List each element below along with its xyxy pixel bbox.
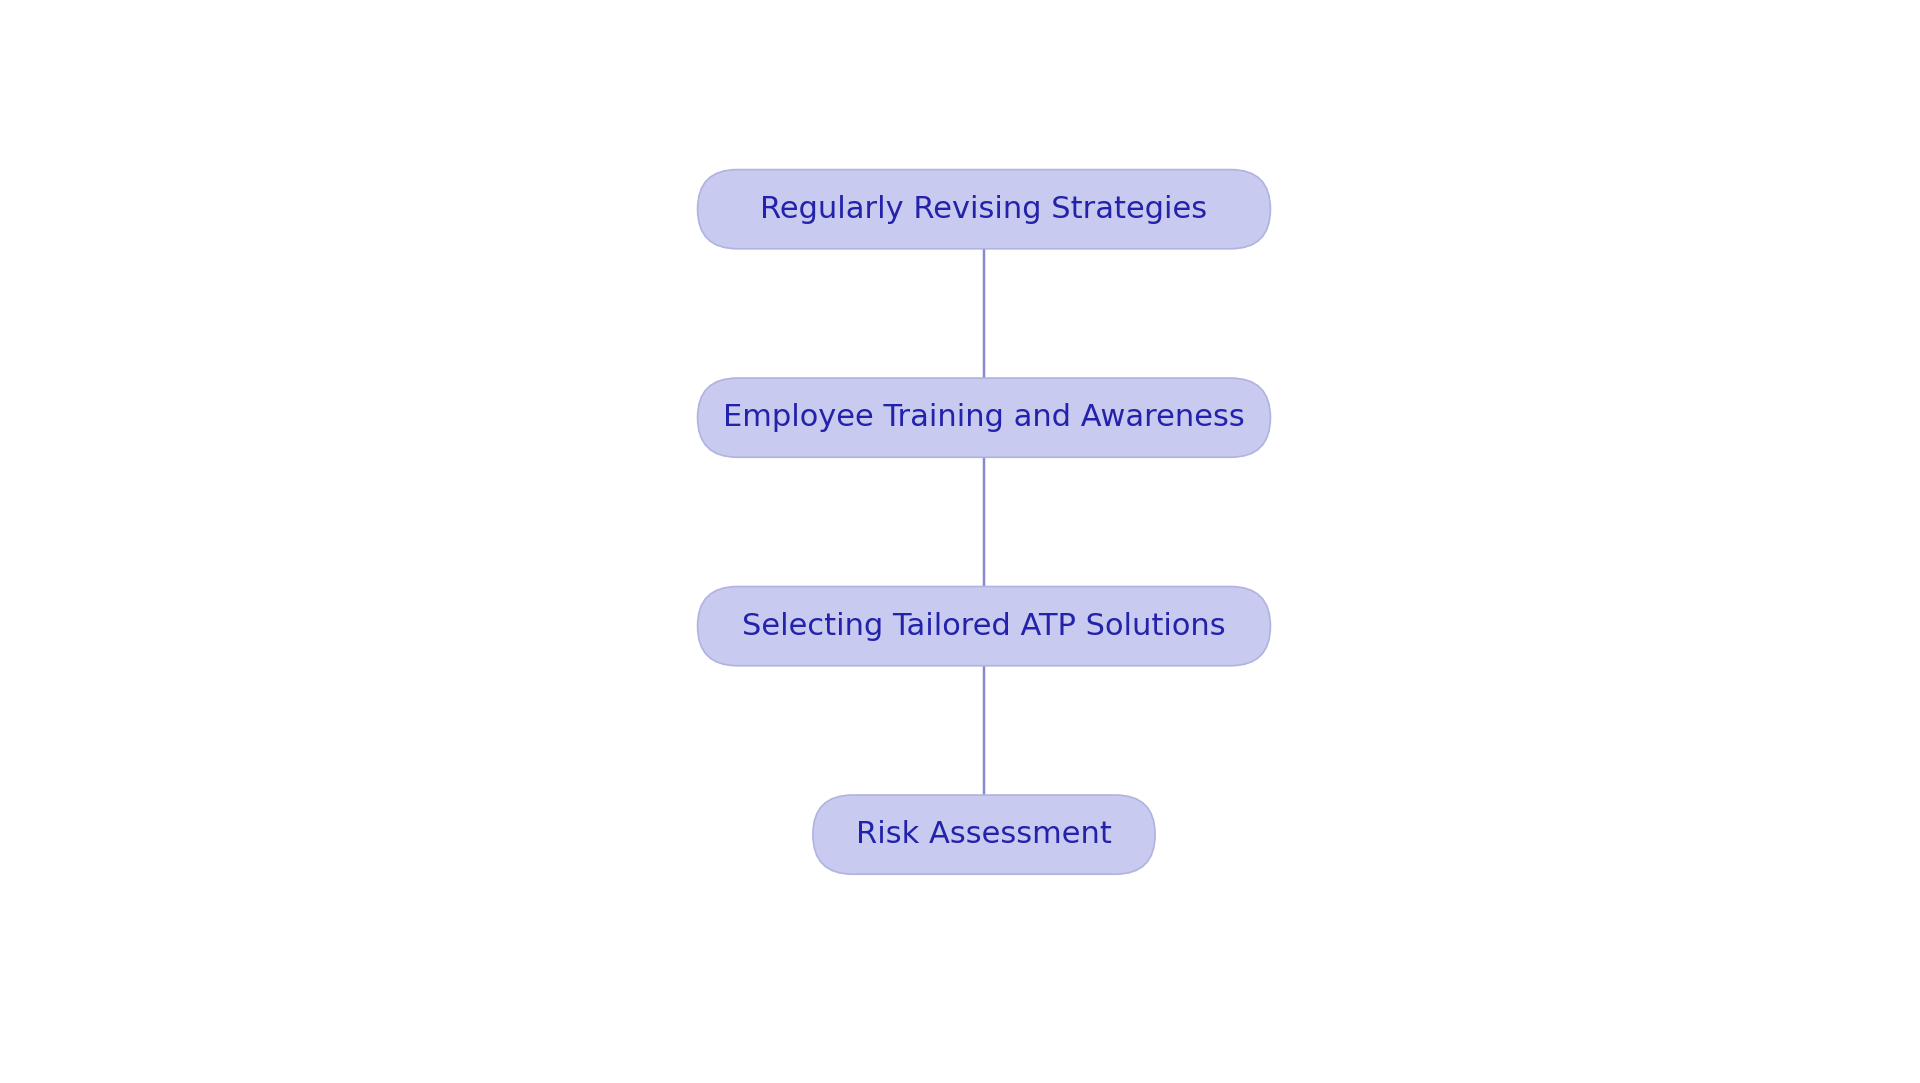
FancyBboxPatch shape [812,795,1156,874]
Text: Risk Assessment: Risk Assessment [856,820,1112,849]
Text: Employee Training and Awareness: Employee Training and Awareness [724,403,1244,432]
Text: Selecting Tailored ATP Solutions: Selecting Tailored ATP Solutions [743,612,1225,641]
Text: Regularly Revising Strategies: Regularly Revising Strategies [760,195,1208,224]
FancyBboxPatch shape [697,378,1271,457]
FancyBboxPatch shape [697,170,1271,249]
FancyBboxPatch shape [697,587,1271,666]
